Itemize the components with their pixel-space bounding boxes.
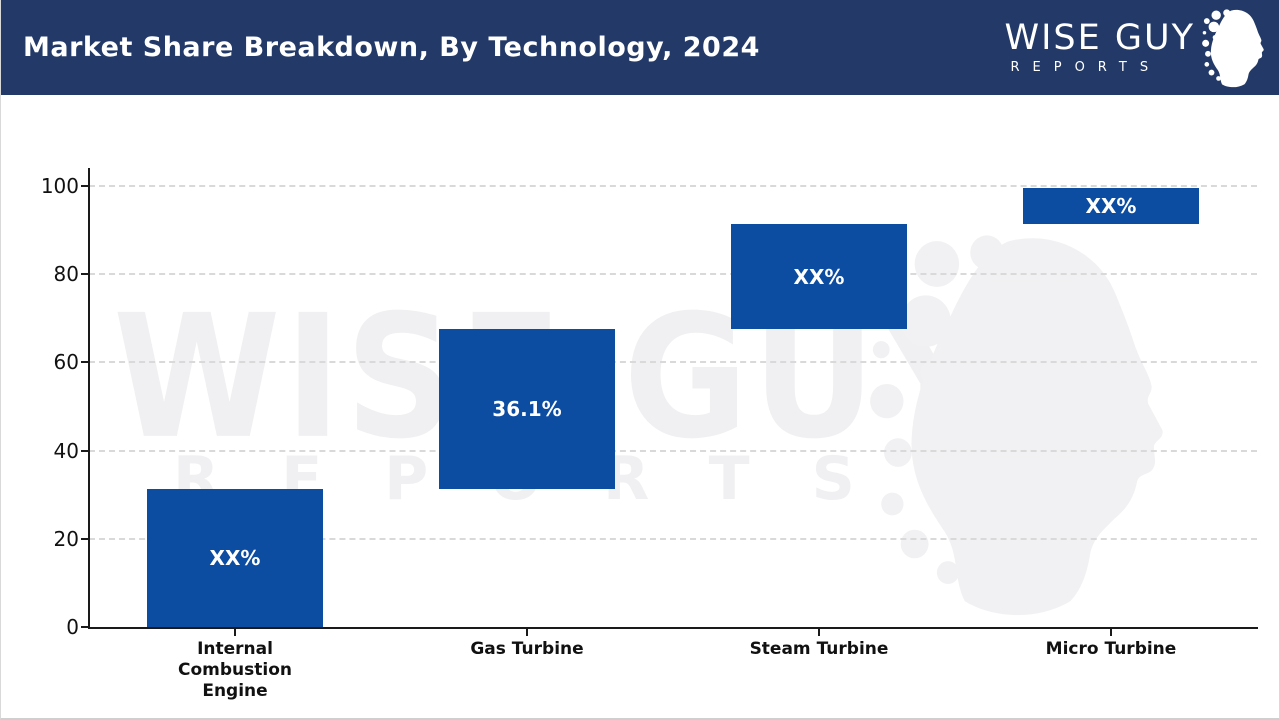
header: Market Share Breakdown, By Technology, 2…	[1, 0, 1279, 95]
bar-segment: 36.1%	[439, 329, 615, 489]
gridline	[89, 361, 1257, 364]
gridline	[89, 185, 1257, 187]
y-tick-mark	[81, 185, 88, 187]
bar-segment: XX%	[731, 224, 907, 330]
x-axis-category-label: Steam Turbine	[749, 639, 889, 659]
bar-segment: XX%	[147, 488, 323, 627]
page-title: Market Share Breakdown, By Technology, 2…	[23, 32, 760, 63]
logo-line2: REPORTS	[1010, 59, 1162, 75]
y-tick-mark	[81, 273, 88, 276]
y-tick-label: 20	[53, 526, 79, 551]
y-tick-label: 40	[53, 438, 79, 463]
x-axis-category-label: Gas Turbine	[470, 639, 584, 659]
gridline	[89, 273, 1257, 276]
wise-guy-reports-logo: WISE GUY REPORTS	[1004, 7, 1267, 89]
x-tick-mark	[234, 629, 236, 636]
y-axis-line	[88, 168, 90, 628]
x-tick-mark	[1110, 629, 1112, 636]
bar-value-label: 36.1%	[492, 396, 562, 421]
y-tick-mark	[81, 361, 88, 364]
y-tick-mark	[81, 537, 88, 540]
x-axis-line	[88, 627, 1258, 629]
x-tick-mark	[818, 629, 820, 636]
logo-wordmark: WISE GUY REPORTS	[1004, 17, 1195, 75]
x-tick-mark	[526, 629, 528, 636]
bar-segment: XX%	[1023, 187, 1199, 225]
x-axis-category-label: Internal Combustion Engine	[178, 639, 292, 701]
y-tick-label: 100	[40, 174, 79, 198]
y-tick-label: 80	[53, 262, 79, 287]
bar-value-label: XX%	[1085, 194, 1137, 219]
gridline	[89, 449, 1257, 452]
bar-value-label: XX%	[209, 545, 261, 570]
y-tick-mark	[81, 626, 88, 628]
bar-value-label: XX%	[793, 264, 845, 289]
y-tick-label: 0	[66, 615, 79, 639]
gridline	[89, 537, 1257, 540]
y-tick-mark	[81, 449, 88, 452]
logo-line1: WISE GUY	[1004, 17, 1195, 58]
x-axis-category-label: Micro Turbine	[1045, 639, 1177, 659]
y-tick-label: 60	[53, 350, 79, 375]
